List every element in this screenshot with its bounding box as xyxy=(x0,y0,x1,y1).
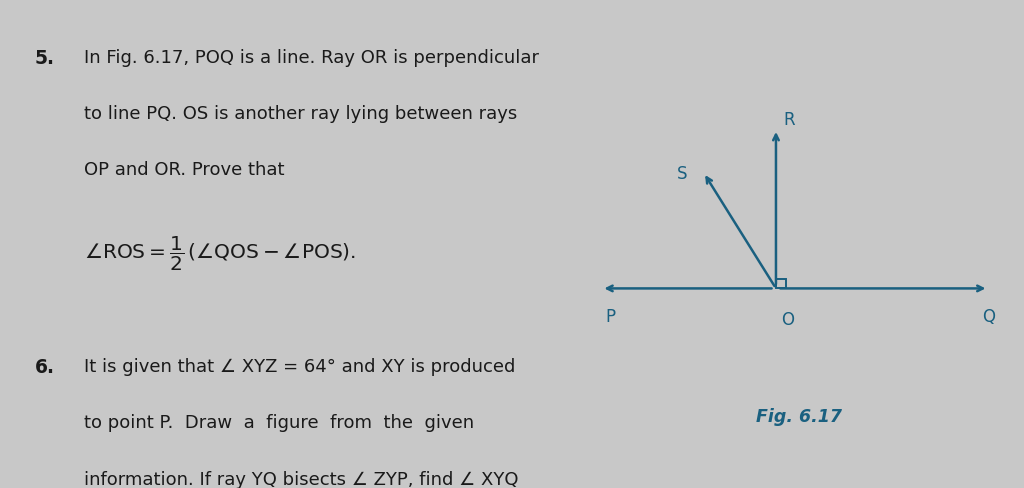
Text: It is given that ∠ XYZ = 64° and XY is produced: It is given that ∠ XYZ = 64° and XY is p… xyxy=(84,357,515,375)
Text: 5.: 5. xyxy=(35,49,55,68)
Text: $\angle\mathrm{ROS} = \dfrac{1}{2}\,(\angle\mathrm{QOS} - \angle\mathrm{POS}).$: $\angle\mathrm{ROS} = \dfrac{1}{2}\,(\an… xyxy=(84,234,356,272)
Text: S: S xyxy=(677,164,687,182)
Text: to point P.  Draw  a  figure  from  the  given: to point P. Draw a figure from the given xyxy=(84,414,474,431)
Text: Q: Q xyxy=(982,308,995,325)
Text: O: O xyxy=(781,310,795,328)
Text: information. If ray YQ bisects ∠ ZYP, find ∠ XYQ: information. If ray YQ bisects ∠ ZYP, fi… xyxy=(84,469,518,488)
Text: R: R xyxy=(783,110,796,128)
Text: In Fig. 6.17, POQ is a line. Ray OR is perpendicular: In Fig. 6.17, POQ is a line. Ray OR is p… xyxy=(84,49,539,67)
Text: 6.: 6. xyxy=(35,357,55,376)
Text: OP and OR. Prove that: OP and OR. Prove that xyxy=(84,161,285,179)
Text: P: P xyxy=(605,308,615,325)
Text: Fig. 6.17: Fig. 6.17 xyxy=(756,407,842,426)
Text: to line PQ. OS is another ray lying between rays: to line PQ. OS is another ray lying betw… xyxy=(84,105,517,123)
